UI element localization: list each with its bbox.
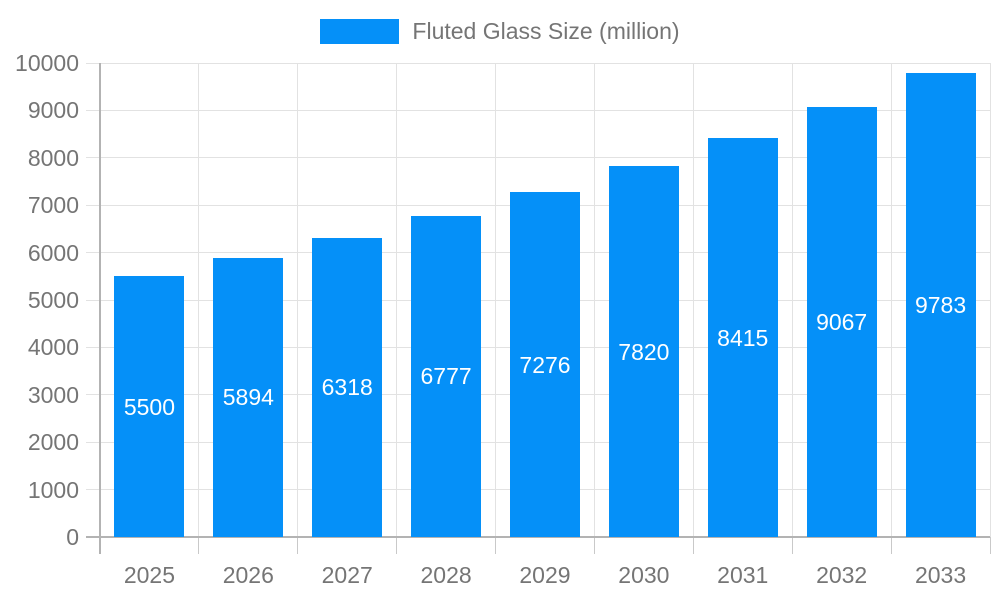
x-axis-tick	[593, 537, 595, 554]
x-axis-tick-label: 2031	[717, 562, 769, 588]
bar[interactable]	[608, 166, 679, 537]
x-axis-tick-label: 2025	[123, 562, 176, 588]
x-axis-tick	[297, 537, 299, 554]
legend-swatch-icon	[320, 19, 400, 44]
x-axis-tick-label: 2028	[420, 562, 472, 588]
gridline-vertical	[593, 63, 595, 537]
x-axis-tick	[495, 537, 497, 554]
bar[interactable]	[707, 138, 778, 537]
x-axis-tick-label: 2030	[618, 562, 670, 588]
plot-area: 0 1000 2000 3000 4000 5000 6000 7000 8000 9000 100…	[15, 50, 991, 588]
legend: Fluted Glass Size (million)	[0, 19, 1000, 44]
x-axis-tick	[989, 537, 991, 554]
y-axis-tick-label: 10000	[15, 50, 79, 76]
x-axis-tick	[692, 537, 694, 554]
y-axis-tick-label: 3000	[27, 381, 79, 408]
bar[interactable]	[114, 276, 185, 537]
x-axis-tick	[791, 537, 793, 554]
legend-label: Fluted Glass Size (million)	[412, 18, 680, 44]
y-axis-tick-label: 7000	[27, 192, 79, 219]
gridline-vertical	[692, 63, 694, 537]
bar-value-label: 6318	[321, 374, 373, 401]
y-axis-tick-label: 5000	[27, 287, 79, 313]
gridline-vertical	[791, 63, 793, 537]
bar-value-label: 5500	[123, 393, 176, 420]
bar[interactable]	[905, 73, 976, 537]
y-axis-tick-label: 6000	[27, 239, 79, 266]
x-axis-tick-label: 2032	[816, 562, 868, 588]
bar[interactable]	[806, 107, 877, 537]
gridline-vertical	[198, 63, 200, 537]
x-axis-tick-label: 2033	[914, 562, 967, 588]
x-axis-tick	[396, 537, 398, 554]
bar[interactable]	[411, 215, 482, 537]
bar-value-label: 7276	[519, 351, 571, 378]
y-axis-tick-label: 1000	[27, 476, 79, 503]
x-axis-tick-label: 2026	[222, 562, 274, 588]
bar-value-label: 8415	[717, 324, 769, 351]
gridline-vertical	[495, 63, 497, 537]
bar[interactable]	[510, 192, 580, 537]
x-axis-tick	[198, 537, 200, 554]
x-axis-tick-label: 2029	[519, 562, 571, 588]
y-axis-tick-label: 8000	[27, 144, 79, 171]
y-axis-line	[99, 63, 101, 554]
bar-value-label: 6777	[420, 363, 472, 390]
gridline-vertical	[989, 63, 991, 537]
bar-value-label: 9067	[816, 309, 868, 336]
gridline-vertical	[890, 63, 892, 537]
y-axis-tick-label: 2000	[27, 429, 79, 456]
y-axis-tick-label: 9000	[27, 97, 79, 124]
y-axis-tick-label: 0	[66, 524, 79, 550]
gridline-horizontal	[86, 109, 990, 111]
x-axis-line	[86, 536, 990, 538]
gridline-horizontal	[86, 157, 990, 159]
gridline-vertical	[297, 63, 299, 537]
x-axis-tick-label: 2027	[321, 562, 373, 588]
bar-value-label: 5894	[222, 384, 274, 411]
x-axis-tick	[890, 537, 892, 554]
y-axis-tick-label: 4000	[27, 334, 79, 361]
gridline-horizontal	[86, 62, 990, 64]
bar-value-label: 9783	[914, 292, 967, 319]
bar[interactable]	[312, 237, 383, 537]
legend-item[interactable]: Fluted Glass Size (million)	[320, 18, 680, 44]
gridline-vertical	[396, 63, 398, 537]
bar[interactable]	[213, 257, 284, 537]
bar-value-label: 7820	[618, 338, 670, 365]
